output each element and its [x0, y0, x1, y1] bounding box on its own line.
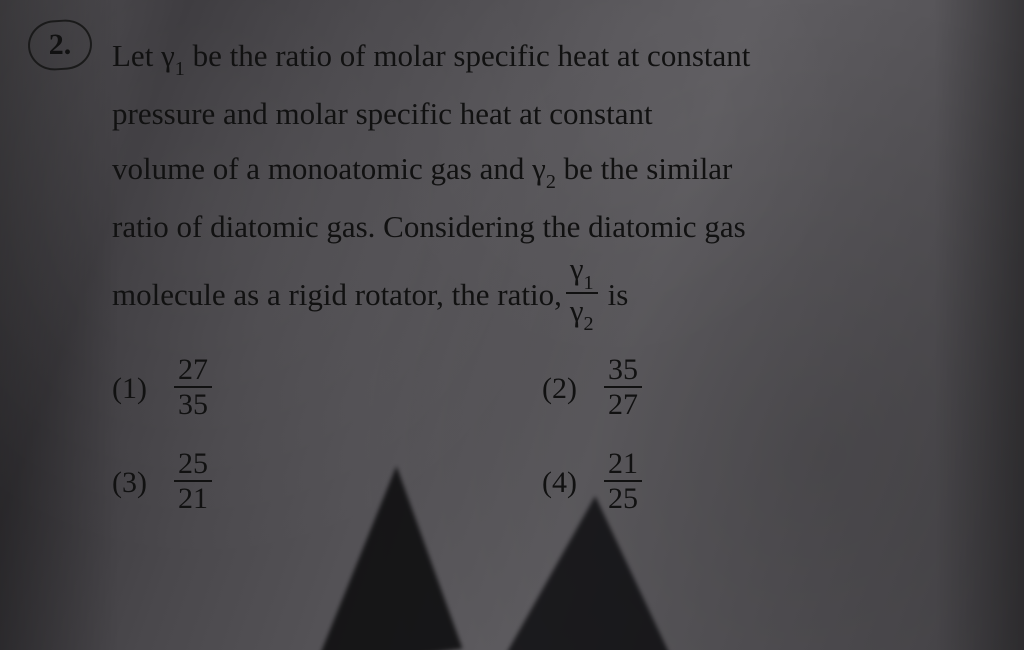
subscript-1: 1 [175, 58, 185, 80]
gamma-2: γ2 [532, 151, 556, 186]
subscript: 2 [584, 313, 594, 335]
option-fraction: 35 27 [604, 353, 642, 421]
option-fraction: 27 35 [174, 353, 212, 421]
text: volume of a monoatomic gas and [112, 151, 532, 186]
subscript-2: 2 [546, 171, 556, 193]
text: Let [112, 38, 161, 73]
fraction-denominator: 35 [174, 388, 212, 421]
subscript: 1 [584, 272, 594, 294]
text: be the similar [556, 151, 732, 186]
text: be the ratio of molar specific heat at c… [185, 38, 751, 73]
option-label: (4) [542, 466, 590, 500]
options-grid: (1) 27 35 (2) 35 27 (3) 25 21 (4) 21 25 [112, 355, 972, 517]
fraction-denominator: 27 [604, 388, 642, 421]
option-fraction: 25 21 [174, 447, 212, 515]
ratio-fraction: γ1 γ2 [566, 252, 598, 333]
option-1: (1) 27 35 [112, 355, 542, 423]
gamma-symbol: γ [161, 38, 175, 73]
gamma-symbol: γ [532, 151, 546, 186]
option-label: (1) [112, 372, 160, 406]
option-label: (3) [112, 466, 160, 500]
ratio-numerator: γ1 [566, 252, 598, 293]
stem-line-2: pressure and molar specific heat at cons… [112, 86, 962, 141]
gamma-1: γ1 [161, 38, 185, 73]
question-stem: Let γ1 be the ratio of molar specific he… [112, 28, 962, 335]
option-3: (3) 25 21 [112, 449, 542, 517]
stem-line-3: volume of a monoatomic gas and γ2 be the… [112, 141, 962, 199]
option-4: (4) 21 25 [542, 449, 972, 517]
text: is [608, 267, 629, 322]
fraction-numerator: 21 [604, 447, 642, 482]
fraction-numerator: 27 [174, 353, 212, 388]
question-number: 2. [28, 20, 92, 70]
fraction-denominator: 25 [604, 482, 642, 515]
question-block: 2. Let γ1 be the ratio of molar specific… [0, 0, 1024, 545]
fraction-numerator: 25 [174, 447, 212, 482]
question-number-circle: 2. [28, 20, 92, 70]
fraction-numerator: 35 [604, 353, 642, 388]
option-fraction: 21 25 [604, 447, 642, 515]
option-2: (2) 35 27 [542, 355, 972, 423]
text: molecule as a rigid rotator, the ratio, [112, 267, 562, 322]
ratio-denominator: γ2 [566, 294, 598, 333]
stem-line-4: ratio of diatomic gas. Considering the d… [112, 199, 962, 254]
gamma-symbol: γ [570, 251, 584, 286]
gamma-symbol: γ [570, 293, 584, 328]
stem-line-5: molecule as a rigid rotator, the ratio, … [112, 254, 962, 335]
stem-line-1: Let γ1 be the ratio of molar specific he… [112, 28, 962, 86]
fraction-denominator: 21 [174, 482, 212, 515]
option-label: (2) [542, 372, 590, 406]
